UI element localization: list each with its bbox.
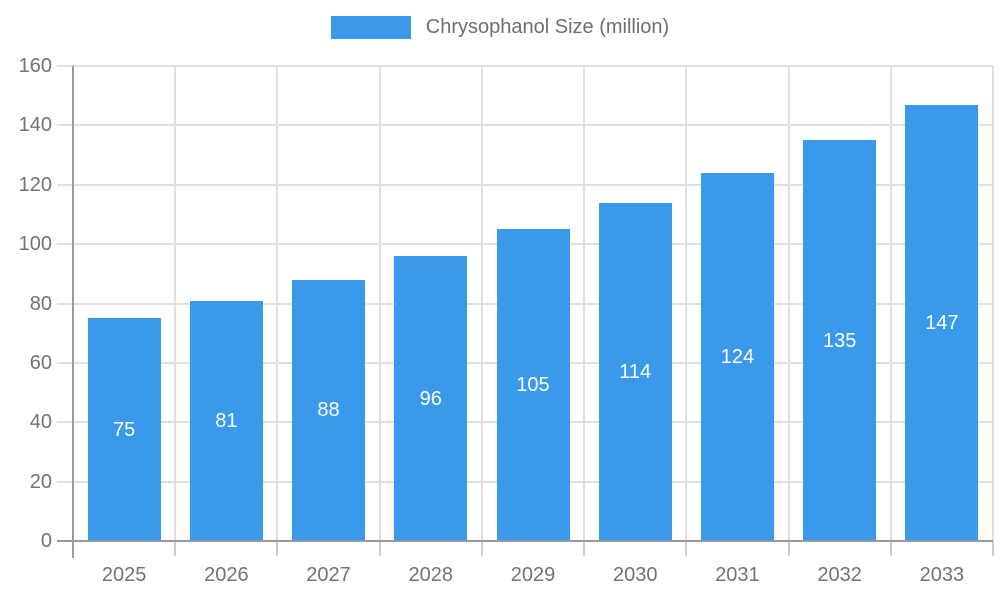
bar-value-label: 147 (925, 311, 959, 334)
x-tick-label: 2033 (919, 564, 965, 586)
gridline-vertical (889, 66, 892, 541)
x-axis-tick (174, 541, 177, 556)
y-tick-label: 100 (18, 233, 52, 256)
bar-value-label: 88 (317, 399, 340, 422)
bar (905, 104, 979, 541)
gridline-vertical (480, 66, 483, 541)
y-tick-label: 60 (29, 351, 52, 374)
x-axis-tick (685, 541, 688, 556)
bar (496, 229, 570, 541)
gridline-vertical (276, 66, 279, 541)
y-tick-label: 140 (18, 114, 52, 137)
bar (189, 300, 263, 541)
bar (598, 202, 672, 541)
gridline-vertical (583, 66, 586, 541)
gridline-vertical (787, 66, 790, 541)
gridline-vertical (378, 66, 381, 541)
x-axis-tick (378, 541, 381, 556)
y-tick-label: 20 (29, 470, 52, 493)
x-tick-label: 2030 (612, 564, 658, 586)
gridline-vertical (992, 66, 994, 541)
x-tick-label: 2026 (204, 564, 249, 586)
x-tick-label: 2028 (408, 564, 454, 586)
x-axis-tick (276, 541, 279, 556)
legend-label[interactable]: Chrysophanol Size (million) (425, 16, 670, 38)
bar (803, 140, 877, 541)
bar-value-label: 124 (720, 345, 755, 368)
bar-value-label: 81 (215, 409, 238, 432)
x-tick-label: 2031 (715, 564, 760, 586)
gridline-vertical (174, 66, 177, 541)
bar-value-label: 96 (419, 387, 442, 410)
bar-value-label: 75 (112, 418, 136, 441)
y-tick-label: 160 (18, 55, 52, 77)
bar-value-label: 105 (516, 374, 550, 397)
x-axis-tick (787, 541, 790, 556)
x-tick-label: 2025 (101, 564, 147, 586)
bar (394, 256, 468, 541)
y-axis-line (72, 66, 74, 558)
x-tick-label: 2029 (510, 564, 556, 586)
gridline-horizontal (57, 183, 993, 186)
gridline-vertical (685, 66, 688, 541)
x-tick-label: 2032 (817, 564, 862, 586)
x-axis-tick (480, 541, 483, 556)
x-axis-tick (889, 541, 892, 556)
bar (292, 279, 366, 541)
x-axis-tick (583, 541, 586, 556)
legend-swatch-icon[interactable] (330, 16, 411, 39)
y-tick-label: 40 (29, 411, 52, 434)
bar (700, 172, 774, 541)
gridline-horizontal (57, 65, 993, 67)
legend[interactable]: Chrysophanol Size (million) (0, 16, 1000, 39)
y-tick-label: 120 (18, 173, 52, 196)
gridline-horizontal (57, 124, 993, 127)
bar (87, 318, 161, 541)
bar-value-label: 114 (619, 360, 652, 383)
x-tick-label: 2027 (306, 564, 351, 586)
bar-value-label: 135 (822, 329, 857, 352)
y-tick-label: 0 (40, 530, 52, 552)
y-tick-label: 80 (29, 292, 52, 315)
x-axis-line (57, 540, 993, 542)
x-axis-tick (992, 541, 994, 556)
